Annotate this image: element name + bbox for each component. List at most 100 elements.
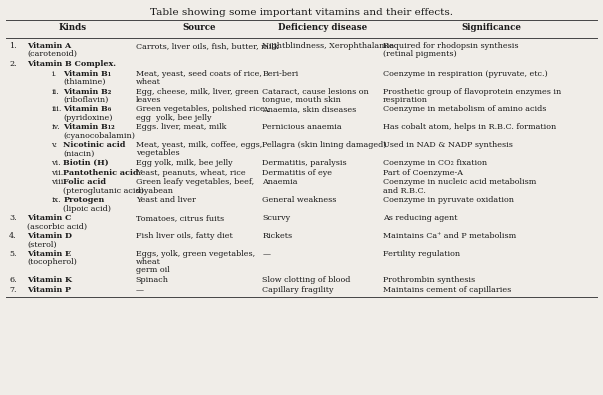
Text: Vitamin P: Vitamin P xyxy=(27,286,71,294)
Text: Egg yolk, milk, bee jelly: Egg yolk, milk, bee jelly xyxy=(136,159,232,167)
Text: Carrots, liver oils, fish, butter, milk: Carrots, liver oils, fish, butter, milk xyxy=(136,42,279,50)
Text: Biotin (H): Biotin (H) xyxy=(63,159,109,167)
Text: Vitamin B₂: Vitamin B₂ xyxy=(63,88,112,96)
Text: i.: i. xyxy=(51,70,56,77)
Text: Dermatitis of eye: Dermatitis of eye xyxy=(262,169,332,177)
Text: 5.: 5. xyxy=(9,250,16,258)
Text: Beri-beri: Beri-beri xyxy=(262,70,298,77)
Text: Prosthetic group of flavoprotein enzymes in: Prosthetic group of flavoprotein enzymes… xyxy=(383,88,561,96)
Text: v.: v. xyxy=(51,141,57,149)
Text: —: — xyxy=(136,286,144,294)
Text: Vitamin B₁₂: Vitamin B₁₂ xyxy=(63,123,115,131)
Text: As reducing agent: As reducing agent xyxy=(383,214,458,222)
Text: Spinach: Spinach xyxy=(136,276,169,284)
Text: 6.: 6. xyxy=(9,276,17,284)
Text: soyabean: soyabean xyxy=(136,187,174,195)
Text: Vitamin A: Vitamin A xyxy=(27,42,71,50)
Text: (thiamine): (thiamine) xyxy=(63,78,106,86)
Text: Slow clotting of blood: Slow clotting of blood xyxy=(262,276,351,284)
Text: —: — xyxy=(262,250,270,258)
Text: Maintains cement of capillaries: Maintains cement of capillaries xyxy=(383,286,511,294)
Text: Meat, yeast, seed coats of rice,: Meat, yeast, seed coats of rice, xyxy=(136,70,262,77)
Text: (riboflavin): (riboflavin) xyxy=(63,96,109,104)
Text: Vitamin B₆: Vitamin B₆ xyxy=(63,105,112,113)
Text: Capillary fragility: Capillary fragility xyxy=(262,286,334,294)
Text: vi.: vi. xyxy=(51,159,61,167)
Text: Kinds: Kinds xyxy=(58,23,86,32)
Text: Yeast and liver: Yeast and liver xyxy=(136,196,195,204)
Text: Vitamin B₁: Vitamin B₁ xyxy=(63,70,112,77)
Text: ii.: ii. xyxy=(51,88,59,96)
Text: (ascorbic acid): (ascorbic acid) xyxy=(27,222,87,231)
Text: vegetables: vegetables xyxy=(136,149,179,157)
Text: Vitamin C: Vitamin C xyxy=(27,214,72,222)
Text: Deficiency disease: Deficiency disease xyxy=(278,23,367,32)
Text: respiration: respiration xyxy=(383,96,428,104)
Text: Anaemia, skin diseases: Anaemia, skin diseases xyxy=(262,105,356,113)
Text: General weakness: General weakness xyxy=(262,196,336,204)
Text: (pteroglutanic acid): (pteroglutanic acid) xyxy=(63,187,144,195)
Text: germ oil: germ oil xyxy=(136,267,169,275)
Text: Tomatoes, citrus fuits: Tomatoes, citrus fuits xyxy=(136,214,224,222)
Text: Maintains Ca⁺ and P metabolism: Maintains Ca⁺ and P metabolism xyxy=(383,232,516,240)
Text: leaves: leaves xyxy=(136,96,161,104)
Text: (cyanocobalamin): (cyanocobalamin) xyxy=(63,132,135,139)
Text: and R.B.C.: and R.B.C. xyxy=(383,187,426,195)
Text: Significance: Significance xyxy=(461,23,522,32)
Text: Table showing some important vitamins and their effects.: Table showing some important vitamins an… xyxy=(150,8,453,17)
Text: Vitamin E: Vitamin E xyxy=(27,250,71,258)
Text: iii.: iii. xyxy=(51,105,62,113)
Text: Protogen: Protogen xyxy=(63,196,104,204)
Text: Anaemia: Anaemia xyxy=(262,179,298,186)
Text: iv.: iv. xyxy=(51,123,60,131)
Text: (sterol): (sterol) xyxy=(27,241,57,248)
Text: Pernicious anaemia: Pernicious anaemia xyxy=(262,123,342,131)
Text: egg  yolk, bee jelly: egg yolk, bee jelly xyxy=(136,114,211,122)
Text: Part of Coenzyme-A: Part of Coenzyme-A xyxy=(383,169,463,177)
Text: Cataract, cause lesions on: Cataract, cause lesions on xyxy=(262,88,369,96)
Text: Scurvy: Scurvy xyxy=(262,214,291,222)
Text: Pantothenic acid: Pantothenic acid xyxy=(63,169,139,177)
Text: ix.: ix. xyxy=(51,196,61,204)
Text: tongue, mouth skin: tongue, mouth skin xyxy=(262,96,341,104)
Text: Coenzyme in metabolism of amino acids: Coenzyme in metabolism of amino acids xyxy=(383,105,546,113)
Text: 1.: 1. xyxy=(9,42,17,50)
Text: Coenzyme in pyruvate oxidation: Coenzyme in pyruvate oxidation xyxy=(383,196,514,204)
Text: Fertility regulation: Fertility regulation xyxy=(383,250,460,258)
Text: Fish liver oils, fatty diet: Fish liver oils, fatty diet xyxy=(136,232,232,240)
Text: (retinal pigments): (retinal pigments) xyxy=(383,50,456,58)
Text: Egg, cheese, milk, liver, green: Egg, cheese, milk, liver, green xyxy=(136,88,259,96)
Text: Coenzyme in CO₂ fixation: Coenzyme in CO₂ fixation xyxy=(383,159,487,167)
Text: Pellagra (skin lining damaged): Pellagra (skin lining damaged) xyxy=(262,141,387,149)
Text: wheat: wheat xyxy=(136,258,160,266)
Text: Coenzyme in nucleic acid metabolism: Coenzyme in nucleic acid metabolism xyxy=(383,179,536,186)
Text: 3.: 3. xyxy=(9,214,17,222)
Text: Green vegetables, polished rice,: Green vegetables, polished rice, xyxy=(136,105,267,113)
Text: Dermatitis, paralysis: Dermatitis, paralysis xyxy=(262,159,347,167)
Text: Nightblindness, Xerophthalamia: Nightblindness, Xerophthalamia xyxy=(262,42,394,50)
Text: 7.: 7. xyxy=(9,286,16,294)
Text: Vitamin D: Vitamin D xyxy=(27,232,72,240)
Text: Has cobalt atom, helps in R.B.C. formation: Has cobalt atom, helps in R.B.C. formati… xyxy=(383,123,556,131)
Text: (niacin): (niacin) xyxy=(63,149,95,157)
Text: Vitamin B Complex.: Vitamin B Complex. xyxy=(27,60,116,68)
Text: Nicotinic acid: Nicotinic acid xyxy=(63,141,125,149)
Text: (lipoic acid): (lipoic acid) xyxy=(63,205,112,213)
Text: Vitamin K: Vitamin K xyxy=(27,276,72,284)
Text: Used in NAD & NADP synthesis: Used in NAD & NADP synthesis xyxy=(383,141,513,149)
Text: 4.: 4. xyxy=(9,232,17,240)
Text: vii.: vii. xyxy=(51,169,63,177)
Text: Green leafy vegetables, beef,: Green leafy vegetables, beef, xyxy=(136,179,254,186)
Text: (tocopherol): (tocopherol) xyxy=(27,258,77,266)
Text: Coenzyme in respiration (pyruvate, etc.): Coenzyme in respiration (pyruvate, etc.) xyxy=(383,70,548,77)
Text: Eggs. liver, meat, milk: Eggs. liver, meat, milk xyxy=(136,123,226,131)
Text: Eggs, yolk, green vegetables,: Eggs, yolk, green vegetables, xyxy=(136,250,255,258)
Text: viii.: viii. xyxy=(51,179,66,186)
Text: Source: Source xyxy=(182,23,216,32)
Text: Meat, yeast, milk, coffee, eggs,: Meat, yeast, milk, coffee, eggs, xyxy=(136,141,262,149)
Text: Rickets: Rickets xyxy=(262,232,292,240)
Text: (carotenoid): (carotenoid) xyxy=(27,50,77,58)
Text: Required for rhodopsin synthesis: Required for rhodopsin synthesis xyxy=(383,42,519,50)
Text: 2.: 2. xyxy=(9,60,17,68)
Text: Yeast, peanuts, wheat, rice: Yeast, peanuts, wheat, rice xyxy=(136,169,245,177)
